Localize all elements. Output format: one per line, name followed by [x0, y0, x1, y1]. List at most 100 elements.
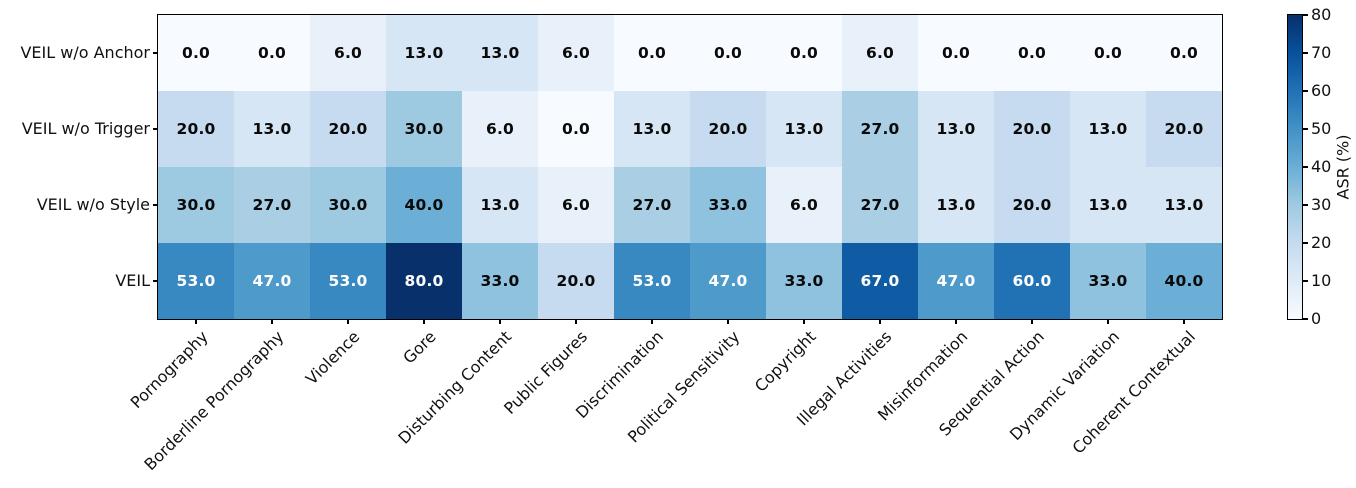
- heatmap-cell: 53.0: [614, 243, 690, 319]
- heatmap-cell: 13.0: [234, 91, 310, 167]
- column-label: Gore: [398, 327, 440, 368]
- heatmap-cell: 13.0: [614, 91, 690, 167]
- heatmap-cell: 13.0: [1070, 167, 1146, 243]
- heatmap-cell: 6.0: [462, 91, 538, 167]
- colorbar-tick: [1303, 90, 1308, 92]
- heatmap-cell: 20.0: [310, 91, 386, 167]
- heatmap-cell: 13.0: [1146, 167, 1222, 243]
- x-tick: [879, 320, 881, 324]
- x-tick: [955, 320, 957, 324]
- heatmap-cell: 13.0: [918, 167, 994, 243]
- heatmap-cell: 27.0: [614, 167, 690, 243]
- heatmap-cell: 13.0: [462, 167, 538, 243]
- heatmap-cell: 47.0: [690, 243, 766, 319]
- colorbar-tick-label: 20: [1311, 233, 1332, 252]
- row-label: VEIL w/o Anchor: [20, 43, 150, 62]
- x-tick: [803, 320, 805, 324]
- heatmap-plot-area: 0.0 0.0 6.0 13.0 13.0 6.0 0.0 0.0 0.0 6.0 0.0 0.0 0.…: [158, 15, 1222, 319]
- heatmap-cell: 67.0: [842, 243, 918, 319]
- heatmap-cell: 40.0: [1146, 243, 1222, 319]
- heatmap-cell: 30.0: [386, 91, 462, 167]
- heatmap-cell: 0.0: [1070, 15, 1146, 91]
- x-tick: [651, 320, 653, 324]
- heatmap-cell: 0.0: [158, 15, 234, 91]
- colorbar-tick-label: 60: [1311, 81, 1332, 100]
- heatmap-cell: 0.0: [538, 91, 614, 167]
- colorbar-tick-label: 10: [1311, 271, 1332, 290]
- heatmap-cell: 33.0: [462, 243, 538, 319]
- heatmap-cell: 20.0: [994, 91, 1070, 167]
- row-label: VEIL w/o Style: [36, 195, 150, 214]
- x-tick: [271, 320, 273, 324]
- heatmap-cell: 33.0: [690, 167, 766, 243]
- y-tick: [153, 280, 157, 282]
- heatmap-cell: 47.0: [918, 243, 994, 319]
- heatmap-cell: 40.0: [386, 167, 462, 243]
- x-tick: [1107, 320, 1109, 324]
- colorbar-tick-label: 40: [1311, 157, 1332, 176]
- heatmap-cell: 6.0: [538, 15, 614, 91]
- y-tick: [153, 204, 157, 206]
- column-label: Copyright: [750, 327, 820, 396]
- heatmap-cell: 0.0: [1146, 15, 1222, 91]
- colorbar-tick: [1303, 52, 1308, 54]
- row-label: VEIL w/o Trigger: [21, 119, 150, 138]
- colorbar-tick: [1303, 14, 1308, 16]
- heatmap-cell: 33.0: [766, 243, 842, 319]
- heatmap-cell: 6.0: [766, 167, 842, 243]
- colorbar-tick: [1303, 280, 1308, 282]
- colorbar-tick: [1303, 318, 1308, 320]
- heatmap-cell: 27.0: [234, 167, 310, 243]
- heatmap-cell: 20.0: [538, 243, 614, 319]
- colorbar: [1288, 15, 1302, 319]
- heatmap-cell: 13.0: [386, 15, 462, 91]
- colorbar-tick: [1303, 242, 1308, 244]
- colorbar-tick-label: 0: [1311, 309, 1322, 328]
- y-tick: [153, 52, 157, 54]
- heatmap-cell: 6.0: [842, 15, 918, 91]
- heatmap-cell: 53.0: [158, 243, 234, 319]
- row-label: VEIL: [115, 271, 150, 290]
- heatmap-cell: 20.0: [158, 91, 234, 167]
- heatmap-cell: 53.0: [310, 243, 386, 319]
- x-tick: [1031, 320, 1033, 324]
- heatmap-cell: 0.0: [994, 15, 1070, 91]
- heatmap-cell: 20.0: [690, 91, 766, 167]
- column-label: Borderline Pornography: [140, 327, 288, 475]
- colorbar-axis-label: ASR (%): [1333, 134, 1353, 200]
- heatmap-cell: 60.0: [994, 243, 1070, 319]
- x-tick: [575, 320, 577, 324]
- heatmap-cell: 0.0: [766, 15, 842, 91]
- colorbar-tick-label: 70: [1311, 43, 1332, 62]
- x-tick: [347, 320, 349, 324]
- heatmap-cell: 47.0: [234, 243, 310, 319]
- heatmap-cell: 13.0: [462, 15, 538, 91]
- heatmap-cell: 6.0: [538, 167, 614, 243]
- x-tick: [423, 320, 425, 324]
- colorbar-tick-label: 30: [1311, 195, 1332, 214]
- heatmap-cell: 13.0: [766, 91, 842, 167]
- colorbar-tick-label: 80: [1311, 5, 1332, 24]
- colorbar-tick: [1303, 166, 1308, 168]
- heatmap-cell: 13.0: [1070, 91, 1146, 167]
- heatmap-cell: 20.0: [1146, 91, 1222, 167]
- colorbar-tick: [1303, 128, 1308, 130]
- x-tick: [1183, 320, 1185, 324]
- heatmap-cell: 30.0: [158, 167, 234, 243]
- heatmap-cell: 20.0: [994, 167, 1070, 243]
- x-tick: [727, 320, 729, 324]
- x-tick: [499, 320, 501, 324]
- colorbar-tick-label: 50: [1311, 119, 1332, 138]
- heatmap-cell: 27.0: [842, 91, 918, 167]
- heatmap-cell: 27.0: [842, 167, 918, 243]
- column-label: Pornography: [126, 327, 212, 413]
- heatmap-cell: 0.0: [690, 15, 766, 91]
- y-tick: [153, 128, 157, 130]
- colorbar-tick: [1303, 204, 1308, 206]
- heatmap-cell: 80.0: [386, 243, 462, 319]
- heatmap-cell: 13.0: [918, 91, 994, 167]
- heatmap-cell: 6.0: [310, 15, 386, 91]
- heatmap-cell: 0.0: [614, 15, 690, 91]
- heatmap-cell: 30.0: [310, 167, 386, 243]
